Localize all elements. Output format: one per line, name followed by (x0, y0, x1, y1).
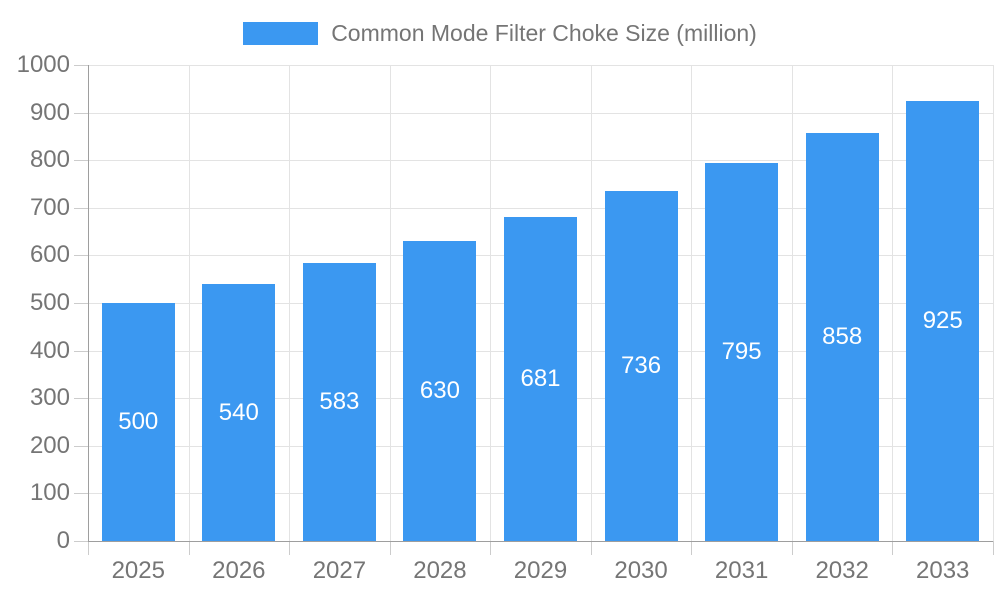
y-axis-tick (74, 351, 88, 352)
bar-value-label: 681 (520, 365, 561, 392)
bar-value-label: 500 (118, 408, 159, 435)
x-axis-tick (189, 541, 190, 555)
y-axis-tick (74, 493, 88, 494)
y-gridline (88, 208, 993, 209)
x-axis-label: 2031 (714, 557, 769, 584)
y-axis-label: 500 (29, 289, 70, 316)
bar-2030[interactable]: 736 (604, 191, 678, 541)
y-axis-tick (74, 446, 88, 447)
x-axis-line (88, 541, 993, 542)
bar-value-label: 630 (419, 377, 460, 404)
y-axis-tick (74, 303, 88, 304)
bar-value-label: 583 (319, 388, 360, 415)
x-gridline (892, 65, 893, 541)
y-axis-label: 0 (56, 527, 70, 554)
bar-value-label: 795 (721, 338, 762, 365)
y-axis-label: 700 (29, 194, 70, 221)
y-axis-tick (74, 208, 88, 209)
y-axis-tick (74, 398, 88, 399)
bar-2029[interactable]: 681 (504, 217, 577, 541)
x-axis-label: 2030 (614, 557, 668, 584)
y-gridline (88, 113, 993, 114)
x-axis-label: 2032 (815, 557, 869, 584)
y-axis-label: 100 (29, 479, 70, 506)
x-gridline (490, 65, 491, 541)
x-axis-tick (892, 541, 893, 555)
bar-2032[interactable]: 858 (805, 133, 879, 541)
y-axis-tick (74, 255, 88, 256)
legend-label: Common Mode Filter Choke Size (million) (331, 20, 757, 46)
x-axis-label: 2028 (413, 557, 467, 584)
bar-2026[interactable]: 540 (202, 284, 276, 541)
y-gridline (88, 65, 993, 66)
x-gridline (591, 65, 592, 541)
bar-2025[interactable]: 500 (101, 303, 175, 541)
x-axis-label: 2033 (916, 557, 970, 584)
y-axis-label: 200 (29, 432, 70, 459)
x-axis-label: 2025 (111, 557, 165, 584)
y-axis-label: 300 (29, 384, 70, 411)
y-axis-line (88, 65, 89, 541)
legend-swatch-icon (243, 22, 319, 45)
bar-2027[interactable]: 583 (302, 263, 376, 541)
bar-value-label: 858 (822, 323, 863, 350)
y-axis-tick (74, 65, 88, 66)
x-gridline (993, 65, 994, 541)
bar-2028[interactable]: 630 (403, 241, 477, 541)
y-axis-label: 1000 (16, 51, 70, 78)
x-gridline (289, 65, 290, 541)
x-axis-tick (691, 541, 692, 555)
x-axis-tick (993, 541, 994, 555)
bar-value-label: 540 (218, 398, 259, 426)
bar-2031[interactable]: 795 (705, 163, 779, 541)
x-gridline (691, 65, 692, 541)
x-axis-label: 2029 (513, 557, 568, 584)
x-axis-tick (390, 541, 391, 555)
bar-2033[interactable]: 925 (906, 101, 980, 541)
x-axis-tick (792, 541, 793, 555)
x-gridline (189, 65, 190, 541)
bar-value-label: 736 (621, 352, 662, 379)
y-gridline (88, 160, 993, 161)
x-axis-label: 2026 (212, 557, 266, 584)
y-axis-tick (74, 541, 88, 542)
y-axis-tick (74, 160, 88, 161)
legend: Common Mode Filter Choke Size (million) (0, 20, 1000, 47)
x-gridline (792, 65, 793, 541)
legend-item[interactable]: Common Mode Filter Choke Size (million) (243, 20, 757, 47)
plot-area: 500 540 583 630 681 736 795 858 925 (88, 65, 994, 541)
x-axis-tick (490, 541, 491, 555)
y-axis-label: 600 (29, 241, 70, 268)
x-axis-tick (591, 541, 592, 555)
y-axis-label: 400 (29, 337, 70, 364)
x-axis-tick (289, 541, 290, 555)
y-axis-label: 800 (29, 146, 70, 173)
x-axis-tick (88, 541, 89, 555)
x-axis-label: 2027 (312, 557, 367, 584)
bar-value-label: 925 (922, 307, 963, 334)
y-axis-label: 900 (29, 99, 70, 126)
x-gridline (390, 65, 391, 541)
y-axis-tick (74, 113, 88, 114)
